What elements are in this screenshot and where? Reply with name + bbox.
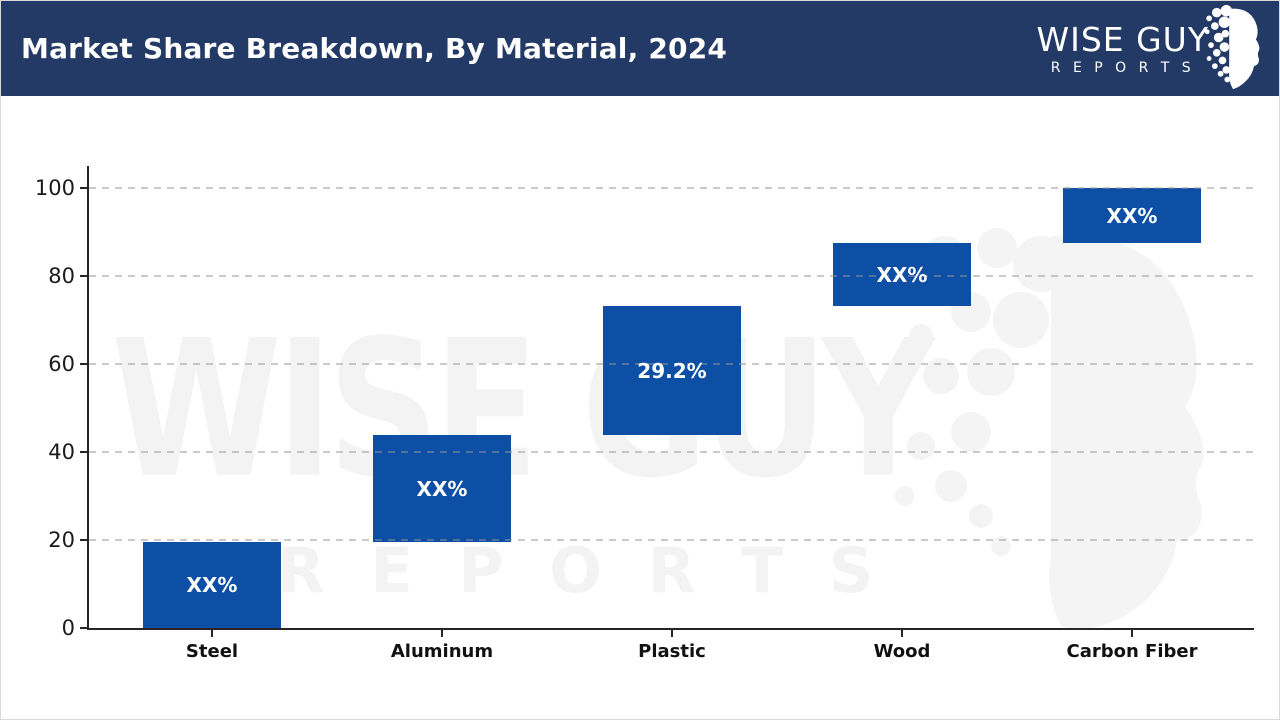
bar-wood xyxy=(833,243,971,307)
y-axis-tick xyxy=(80,275,89,277)
gridline-80 xyxy=(89,275,1254,277)
watermark-wordmark: WISE GUY xyxy=(111,299,934,520)
x-axis-category-label-carbon-fiber: Carbon Fiber xyxy=(1066,641,1198,662)
logo-head-icon xyxy=(1204,5,1260,90)
x-axis-category-label-aluminum: Aluminum xyxy=(390,641,494,662)
watermark-subtitle: R E P O R T S xyxy=(277,534,886,607)
y-axis-tick-label: 0 xyxy=(61,616,75,640)
gridline-40 xyxy=(89,451,1254,453)
logo-wordmark: WISE GUY R E P O R T S xyxy=(1036,20,1209,76)
x-axis-tick xyxy=(671,630,673,637)
x-axis-category-label-wood: Wood xyxy=(873,641,931,662)
x-axis-tick xyxy=(1131,630,1133,637)
gridline-100 xyxy=(89,187,1254,189)
y-axis-tick xyxy=(80,451,89,453)
logo-line2: R E P O R T S xyxy=(1050,60,1195,76)
logo-line1: WISE GUY xyxy=(1036,20,1209,59)
y-axis-tick xyxy=(80,539,89,541)
x-axis-tick xyxy=(441,630,443,637)
bar-value-label-wood: XX% xyxy=(876,262,928,287)
chart-title: Market Share Breakdown, By Material, 202… xyxy=(21,32,728,65)
y-axis-tick xyxy=(80,187,89,189)
x-axis-category-label-plastic: Plastic xyxy=(638,641,706,662)
bar-value-label-aluminum: XX% xyxy=(416,476,468,501)
y-axis-tick xyxy=(80,363,89,365)
bar-value-label-carbon-fiber: XX% xyxy=(1106,203,1158,228)
bar-plastic xyxy=(603,306,741,435)
x-axis-tick xyxy=(211,630,213,637)
y-axis-tick-label: 20 xyxy=(48,528,75,552)
bar-value-label-steel: XX% xyxy=(186,573,238,598)
bar-value-label-plastic: 29.2% xyxy=(637,358,707,383)
bar-carbon-fiber xyxy=(1063,188,1201,243)
y-axis-tick xyxy=(80,627,89,629)
x-axis-category-label-steel: Steel xyxy=(185,641,239,662)
x-axis-tick xyxy=(901,630,903,637)
gridline-20 xyxy=(89,539,1254,541)
y-axis-tick-label: 60 xyxy=(48,352,75,376)
y-axis-tick-label: 100 xyxy=(34,176,75,200)
y-axis-line xyxy=(87,166,89,630)
gridline-60 xyxy=(89,363,1254,365)
y-axis-tick-label: 80 xyxy=(48,264,75,288)
x-axis-line xyxy=(87,628,1254,630)
header: Market Share Breakdown, By Material, 202… xyxy=(1,1,1279,96)
brand-logo: WISE GUY R E P O R T S xyxy=(1036,5,1265,91)
bar-steel xyxy=(143,542,281,628)
y-axis-tick-label: 40 xyxy=(48,440,75,464)
